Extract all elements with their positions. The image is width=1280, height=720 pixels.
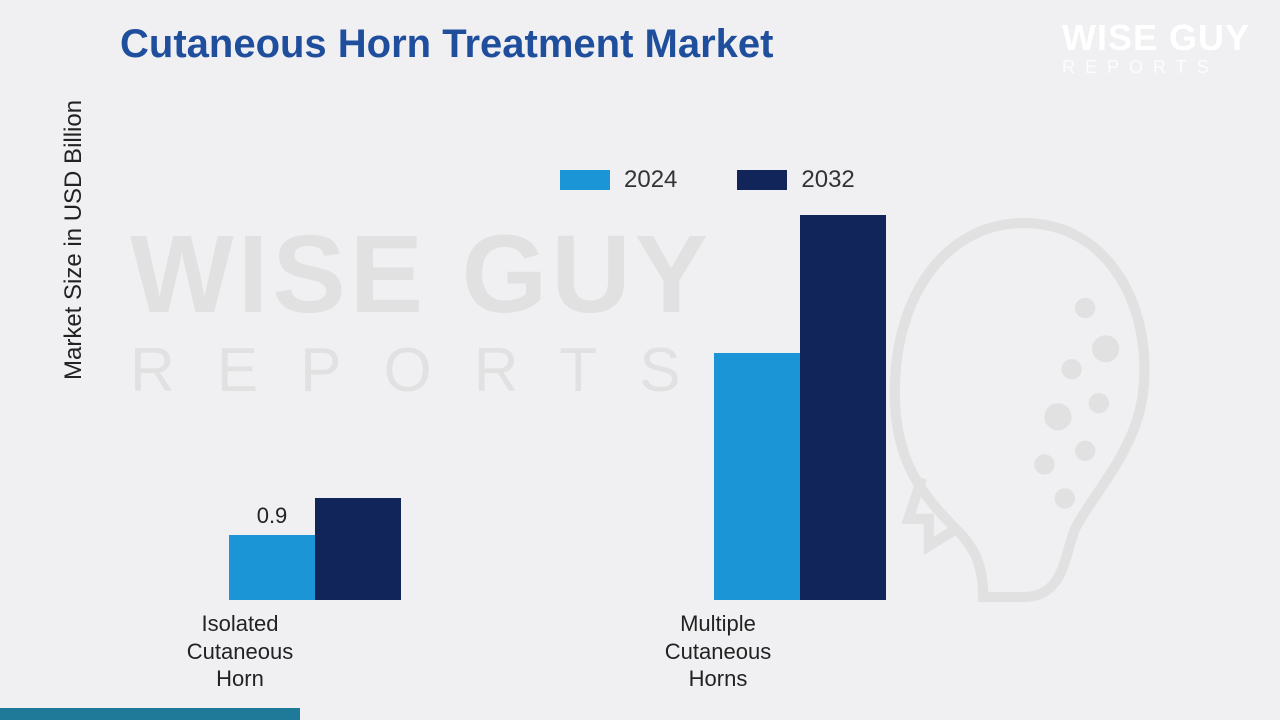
bar — [315, 498, 401, 600]
legend-label-2032: 2032 — [801, 166, 854, 194]
chart-title: Cutaneous Horn Treatment Market — [120, 22, 773, 67]
category-label-0: IsolatedCutaneousHorn — [140, 610, 340, 693]
bar — [714, 353, 800, 600]
brand-logo: WISE GUY REPORTS — [1062, 20, 1250, 76]
bottom-accent-bar — [0, 708, 300, 720]
legend: 2024 2032 — [560, 166, 855, 194]
brand-line1: WISE GUY — [1062, 20, 1250, 56]
y-axis-label: Market Size in USD Billion — [60, 100, 88, 380]
category-label-1: MultipleCutaneousHorns — [618, 610, 818, 693]
bar — [800, 215, 886, 600]
brand-line2: REPORTS — [1062, 58, 1250, 76]
bar — [229, 535, 315, 600]
infographic-stage: Cutaneous Horn Treatment Market WISE GUY… — [0, 0, 1280, 720]
legend-swatch-2024 — [560, 170, 610, 190]
legend-label-2024: 2024 — [624, 166, 677, 194]
legend-item-2032: 2032 — [737, 166, 854, 194]
legend-swatch-2032 — [737, 170, 787, 190]
plot-area: 0.9 — [100, 200, 920, 600]
legend-item-2024: 2024 — [560, 166, 677, 194]
bar-value-label: 0.9 — [257, 503, 288, 529]
